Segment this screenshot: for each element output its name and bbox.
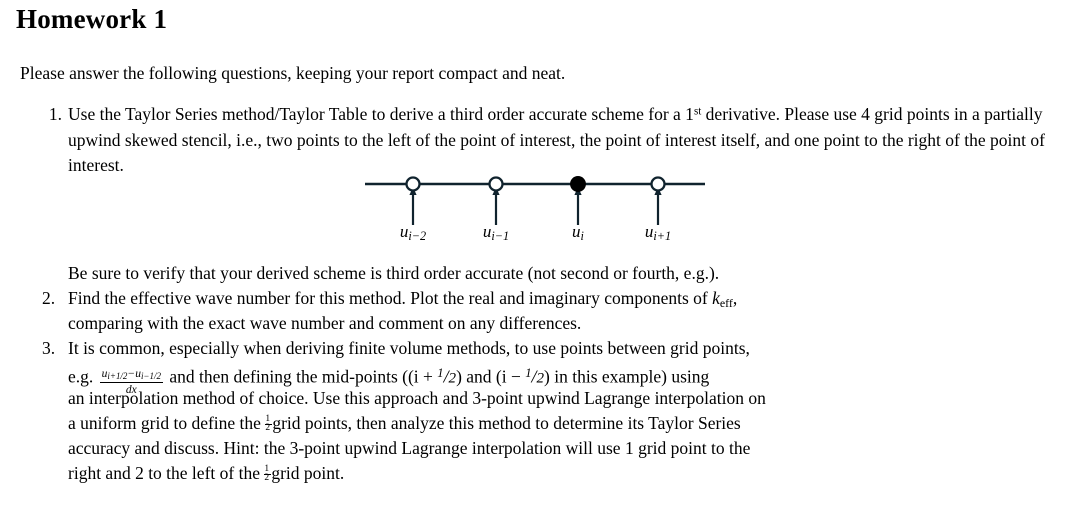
question-3-line-6-wrap: right and 2 to the left of the 1 2 grid po… (20, 461, 1060, 487)
list-marker-1: 1. (48, 104, 62, 124)
intro-paragraph: Please answer the following questions, k… (20, 63, 566, 83)
finite-volume-fraction: ui+1/2−ui−1/2 dx (99, 368, 163, 397)
stencil-diagram: ui−2 ui−1 ui ui+1 (350, 168, 720, 258)
question-3-line-6: right and 2 to the left of the 1 2 grid po… (68, 463, 345, 483)
question-3-line-4-a: a uniform grid to define the (68, 413, 266, 433)
list-marker-3: 3. (42, 338, 56, 358)
question-3-line-2: e.g. ui+1/2−ui−1/2 dx and then defining … (20, 361, 1060, 397)
nicefrac-one-half-1: 1/2 (437, 366, 457, 387)
stencil-node-open-i-minus-2 (405, 176, 421, 192)
question-3-line-4-wrap: a uniform grid to define the 1 2 grid poin… (20, 411, 1060, 437)
question-3-line-5: accuracy and discuss. Hint: the 3-point … (68, 438, 751, 458)
question-3-line-6-a: right and 2 to the left of the (68, 463, 265, 483)
question-1-body: Use the Taylor Series method/Taylor Tabl… (68, 102, 1060, 179)
question-3-midpoint-text-c: ) in this example) using (544, 366, 710, 387)
question-3-line-5-wrap: accuracy and discuss. Hint: the 3-point … (20, 436, 1060, 462)
stencil-label-i-plus-1: ui+1 (644, 222, 672, 244)
page-title: Homework 1 (16, 4, 168, 34)
question-1-line-2: Please use 4 grid points in a partially … (68, 104, 1043, 150)
question-3-midpoint-text-a: and then defining the mid-points ((i + (169, 366, 438, 387)
stencil-label-row: ui−2 ui−1 ui ui+1 (350, 222, 720, 252)
question-3-line-6-b: grid point. (271, 463, 345, 483)
stencil-arrows (409, 187, 662, 225)
question-2-text-before: Find the effective wave number for this … (68, 288, 713, 308)
fraction-denominator: dx (125, 384, 137, 397)
question-3-line-4-b: grid points, then analyze this method to… (272, 413, 741, 433)
stencil-label-i-minus-1: ui−1 (482, 222, 510, 244)
question-item-3: 3. It is common, especially when derivin… (20, 336, 1060, 362)
question-3-line-2-wrap: e.g. ui+1/2−ui−1/2 dx and then defining … (20, 361, 1060, 397)
stencil-node-open-i-minus-1 (488, 176, 504, 192)
question-item-1: 1. Use the Taylor Series method/Taylor T… (20, 102, 1060, 179)
question-3-line-3: an interpolation method of choice. Use t… (68, 388, 766, 408)
question-1-line-1-tail: derivative. (701, 104, 781, 124)
question-2-text-after: , (732, 288, 738, 308)
question-1-line-3: interest, the point of interest itself, … (68, 129, 1045, 176)
list-marker-2: 2. (42, 288, 56, 308)
fraction-bar (99, 382, 163, 384)
nicefrac-one-half-2: 1/2 (525, 366, 545, 387)
stencil-node-open-i-plus-1 (650, 176, 666, 192)
stencil-svg (365, 176, 705, 225)
question-item-2: 2. Find the effective wave number for th… (20, 286, 1060, 312)
question-3-eg-label: e.g. (68, 366, 94, 387)
fraction-numerator: ui+1/2−ui−1/2 (101, 368, 161, 382)
ordinal-superscript: st (693, 105, 702, 118)
question-3-midpoint-text-b: ) and (i − (456, 366, 526, 387)
k-eff-subscript: eff (719, 295, 733, 310)
stencil-node-filled-i (570, 176, 586, 192)
question-3-line-3-wrap: an interpolation method of choice. Use t… (20, 386, 1060, 412)
stencil-label-i: ui (572, 222, 584, 244)
question-3-line-1: It is common, especially when deriving f… (68, 338, 750, 358)
question-2-line-2: comparing with the exact wave number and… (68, 313, 582, 333)
question-1-line-1: Use the Taylor Series method/Taylor Tabl… (68, 104, 694, 124)
question-2-line-2-wrap: comparing with the exact wave number and… (20, 311, 1060, 337)
question-3-line-4: a uniform grid to define the 1 2 grid poin… (68, 413, 741, 433)
k-eff-symbol: k (712, 288, 720, 308)
stencil-label-i-minus-2: ui−2 (399, 222, 427, 244)
question-1-trailing-note: Be sure to verify that your derived sche… (68, 263, 720, 283)
